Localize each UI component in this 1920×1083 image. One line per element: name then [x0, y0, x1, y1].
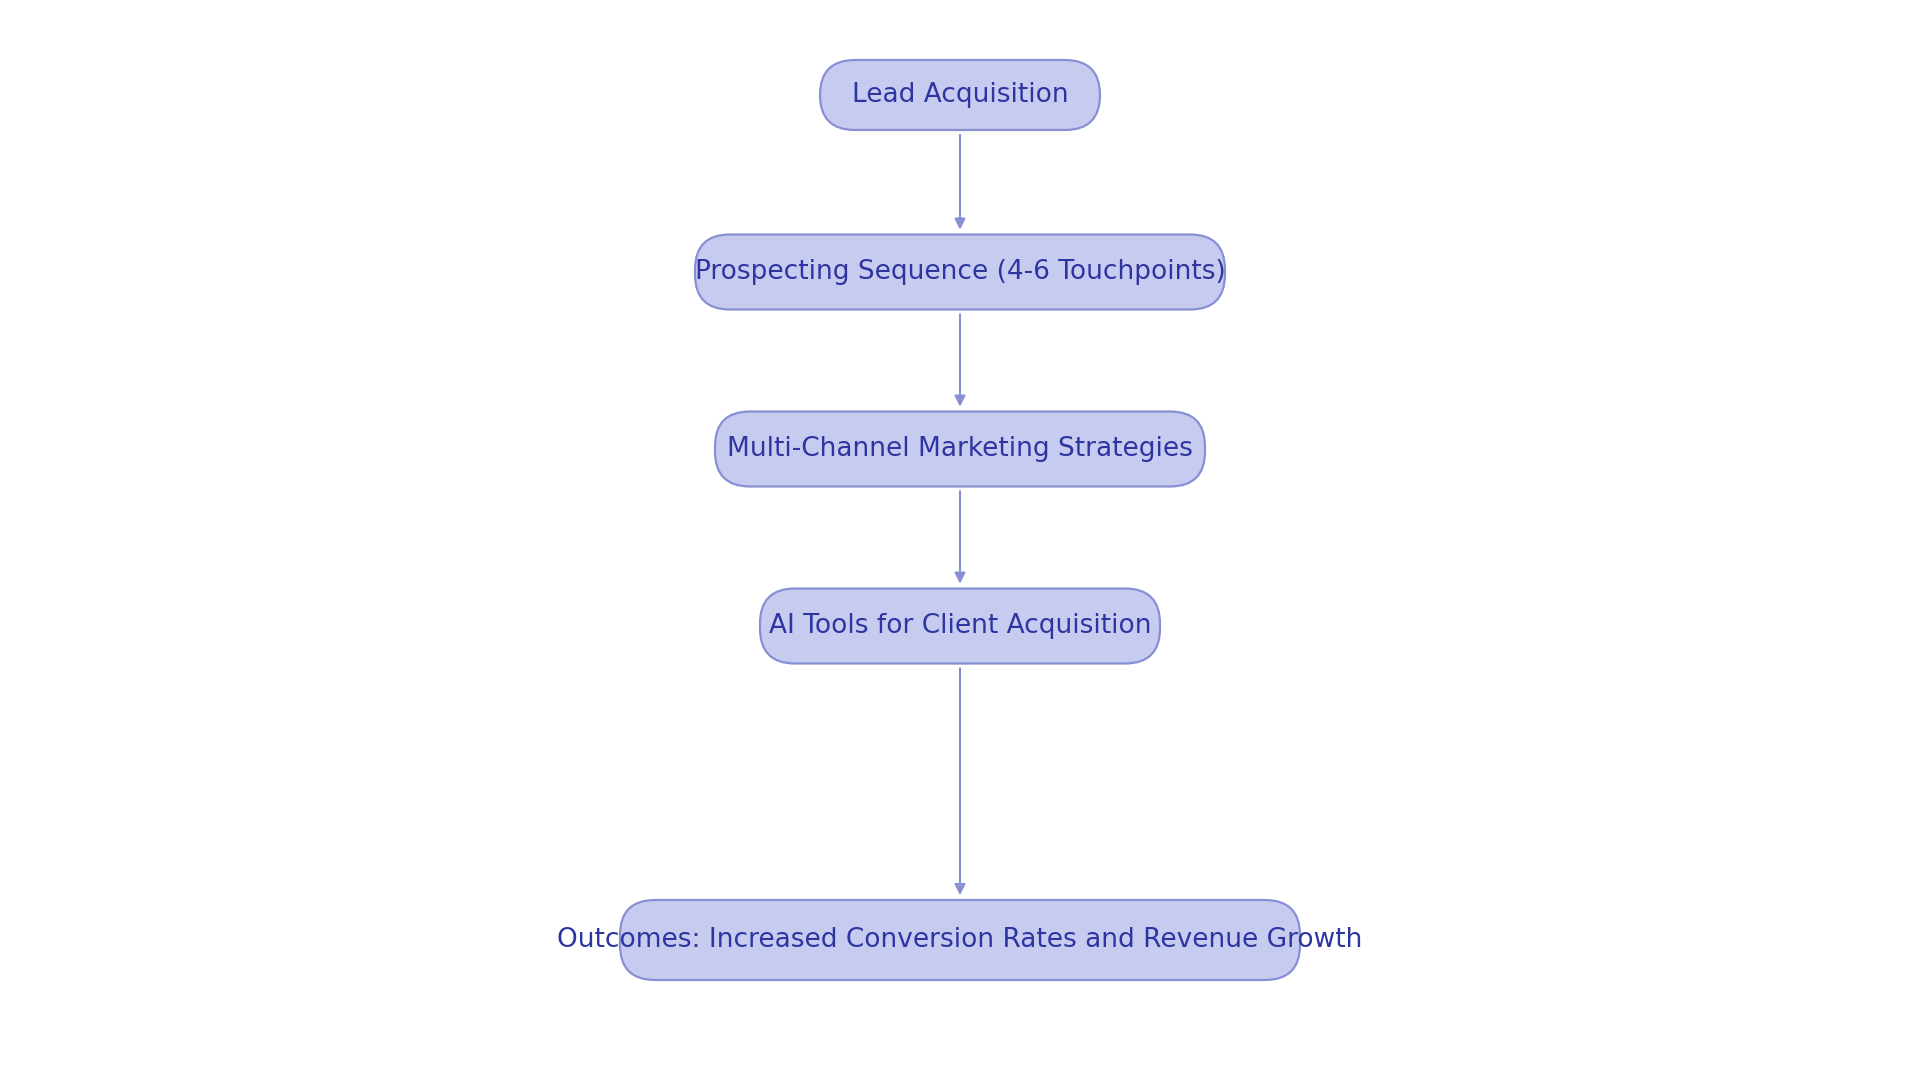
Text: Lead Acquisition: Lead Acquisition: [852, 82, 1068, 108]
FancyBboxPatch shape: [820, 60, 1100, 130]
Text: Multi-Channel Marketing Strategies: Multi-Channel Marketing Strategies: [728, 436, 1192, 462]
FancyBboxPatch shape: [620, 900, 1300, 980]
Text: Outcomes: Increased Conversion Rates and Revenue Growth: Outcomes: Increased Conversion Rates and…: [557, 927, 1363, 953]
FancyBboxPatch shape: [695, 235, 1225, 310]
FancyBboxPatch shape: [760, 588, 1160, 664]
Text: Prospecting Sequence (4-6 Touchpoints): Prospecting Sequence (4-6 Touchpoints): [695, 259, 1225, 285]
Text: AI Tools for Client Acquisition: AI Tools for Client Acquisition: [768, 613, 1152, 639]
FancyBboxPatch shape: [714, 412, 1206, 486]
